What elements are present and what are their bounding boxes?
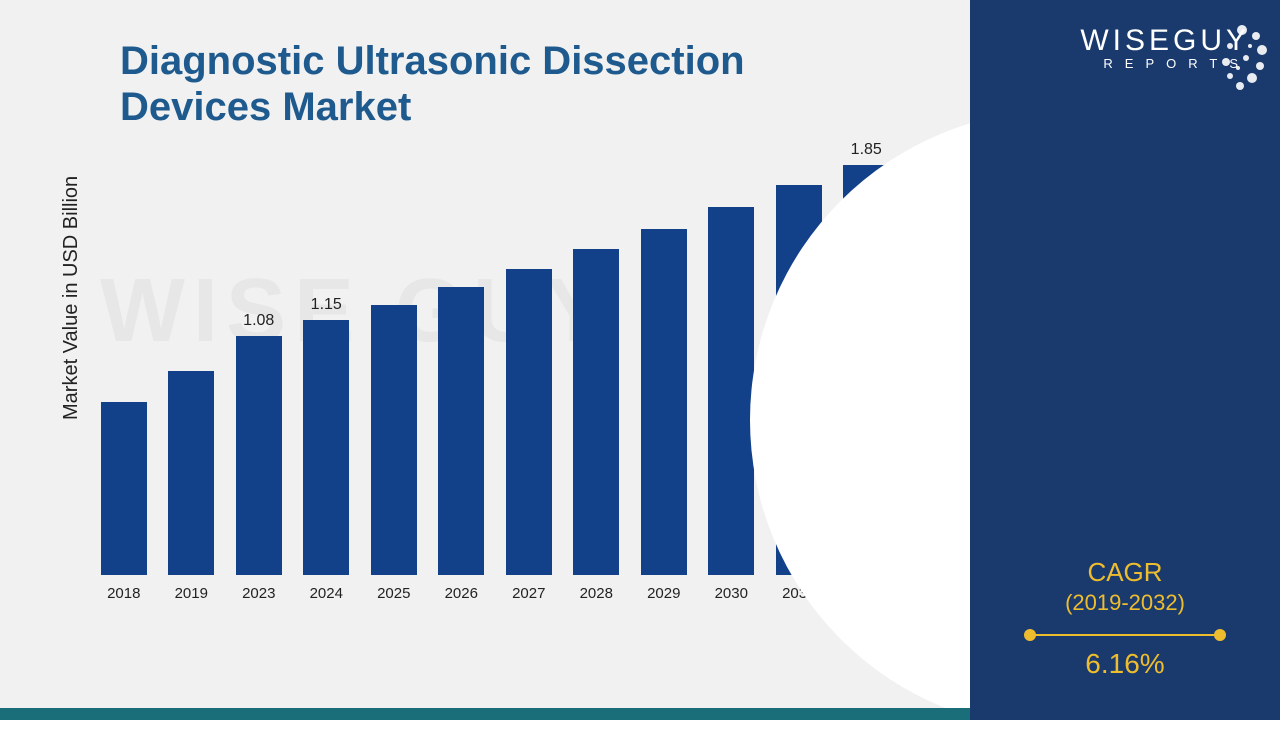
cagr-value: 6.16%	[970, 648, 1280, 680]
cagr-title: CAGR	[970, 557, 1280, 588]
bar	[573, 249, 619, 575]
bar	[303, 320, 349, 575]
bar	[236, 336, 282, 575]
bar	[168, 371, 214, 575]
bar-value-label: 1.85	[851, 141, 882, 159]
x-axis-label: 2028	[563, 581, 631, 605]
chart-title: Diagnostic Ultrasonic Dissection Devices…	[120, 38, 870, 130]
x-axis-label: 2023	[225, 581, 293, 605]
bar-slot: 1.15	[293, 320, 361, 575]
bar	[438, 287, 484, 575]
bar-slot	[158, 371, 226, 575]
bar	[506, 269, 552, 575]
bar	[371, 305, 417, 575]
y-axis-label: Market Value in USD Billion	[60, 176, 83, 420]
cagr-divider	[1030, 634, 1220, 636]
x-axis-label: 2027	[495, 581, 563, 605]
bar-slot	[495, 269, 563, 575]
bar	[708, 207, 754, 575]
bar-slot	[360, 305, 428, 575]
x-axis-label: 2030	[698, 581, 766, 605]
head-dots-icon	[1202, 18, 1272, 108]
cagr-period: (2019-2032)	[970, 590, 1280, 616]
logo-wise: WISE	[1080, 24, 1173, 57]
bar-slot	[90, 402, 158, 575]
bar-slot: 1.08	[225, 336, 293, 575]
bar	[101, 402, 147, 575]
bar-slot	[563, 249, 631, 575]
sidebar: WISEGUY REPORTS CAGR (2019-2032) 6.16%	[970, 0, 1280, 720]
x-axis-label: 2026	[428, 581, 496, 605]
x-axis-label: 2025	[360, 581, 428, 605]
cagr-block: CAGR (2019-2032) 6.16%	[970, 557, 1280, 680]
x-axis-label: 2029	[630, 581, 698, 605]
x-axis-label: 2024	[293, 581, 361, 605]
bar-slot	[630, 229, 698, 575]
bar-slot	[428, 287, 496, 575]
bar-value-label: 1.08	[243, 312, 274, 330]
bottom-strip	[0, 708, 970, 720]
bar-value-label: 1.15	[311, 296, 342, 314]
x-axis-label: 2018	[90, 581, 158, 605]
bar	[641, 229, 687, 575]
x-axis-label: 2019	[158, 581, 226, 605]
